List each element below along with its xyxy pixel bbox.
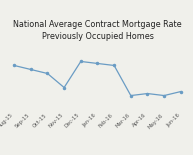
Title: National Average Contract Mortgage Rate
Previously Occupied Homes: National Average Contract Mortgage Rate … — [13, 20, 182, 41]
